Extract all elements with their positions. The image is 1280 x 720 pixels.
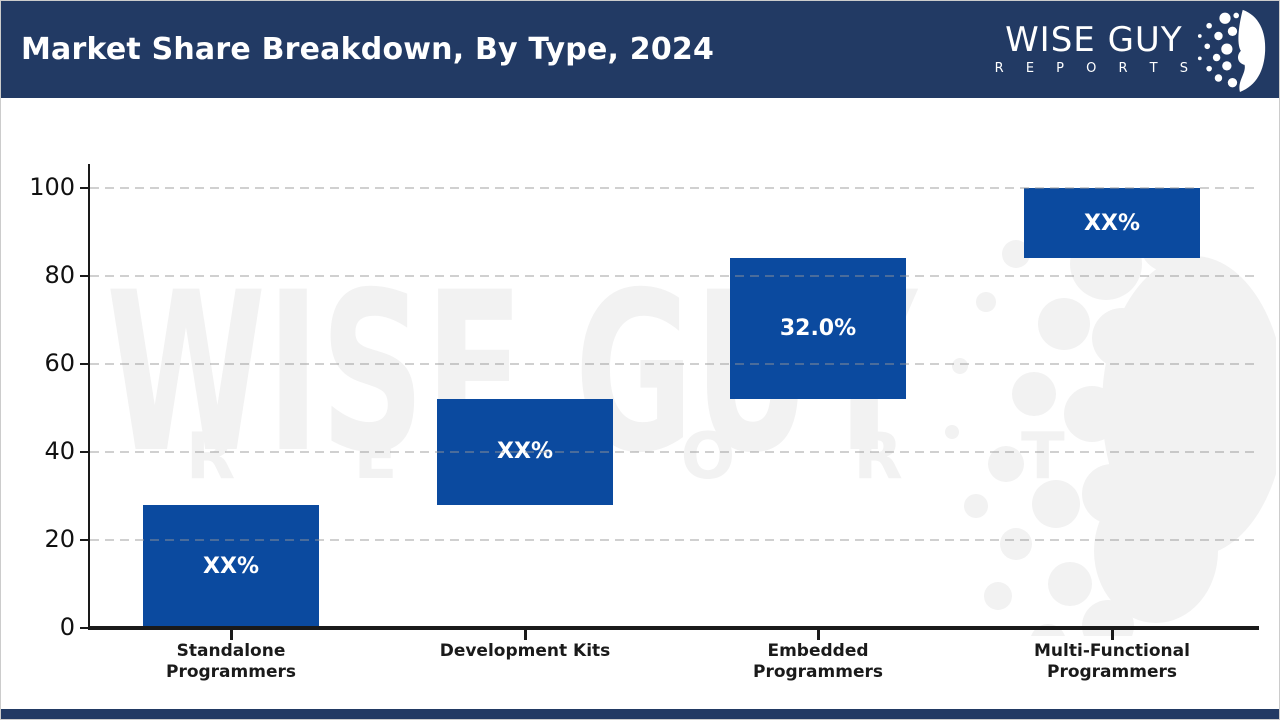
y-tick-mark <box>80 539 89 541</box>
x-axis-line <box>88 626 1259 630</box>
wise-guy-logo: WISE GUY R E P O R T S <box>991 7 1279 93</box>
logo-reports-label: R E P O R T S <box>994 61 1197 76</box>
page-title: Market Share Breakdown, By Type, 2024 <box>21 32 715 67</box>
bar-segment: 32.0% <box>730 258 906 400</box>
gridline <box>90 451 1259 453</box>
bar-segment: XX% <box>1024 188 1200 259</box>
x-category-label: Standalone Programmers <box>106 641 356 683</box>
y-tick-mark <box>80 275 89 277</box>
x-category-label-line: Embedded <box>767 641 869 661</box>
y-tick-label: 60 <box>44 349 75 377</box>
y-axis-spine <box>88 164 90 628</box>
bar-segment: XX% <box>437 399 613 505</box>
gridline <box>90 187 1259 189</box>
y-tick-label: 100 <box>29 173 75 201</box>
logo-wiseguy-label: WISE GUY <box>1005 20 1183 60</box>
gridline <box>90 539 1259 541</box>
bar-value-label: XX% <box>1084 210 1140 236</box>
y-tick-mark <box>80 187 89 189</box>
x-category-label-line: Programmers <box>752 662 883 682</box>
y-tick-label: 80 <box>44 261 75 289</box>
bar-value-label: XX% <box>203 553 259 579</box>
gridline <box>90 363 1259 365</box>
bar-value-label: XX% <box>497 439 553 465</box>
x-tick-mark <box>230 630 233 640</box>
y-tick-mark <box>80 451 89 453</box>
y-tick-label: 20 <box>44 525 75 553</box>
x-tick-mark <box>1111 630 1114 640</box>
bar-value-label: 32.0% <box>779 316 857 342</box>
x-tick-mark <box>524 630 527 640</box>
x-category-label-line: Programmers <box>165 662 296 682</box>
x-category-label: Embedded Programmers <box>693 641 943 683</box>
y-tick-label: 40 <box>44 437 75 465</box>
header-bar: Market Share Breakdown, By Type, 2024 WI… <box>1 1 1279 98</box>
footer-bar <box>1 709 1279 719</box>
gridline <box>90 275 1259 277</box>
x-category-label-line: Development Kits <box>439 641 611 661</box>
bar-segment: XX% <box>143 504 319 628</box>
x-category-label-line: Standalone <box>176 641 286 661</box>
x-tick-mark <box>817 630 820 640</box>
logo-face-icon <box>1197 9 1266 92</box>
x-category-label: Development Kits <box>400 641 650 662</box>
x-category-label: Multi-Functional Programmers <box>987 641 1237 683</box>
logo-text: WISE GUY R E P O R T S <box>991 23 1197 76</box>
y-tick-mark <box>80 363 89 365</box>
x-category-label-line: Programmers <box>1046 662 1177 682</box>
y-tick-label: 0 <box>59 613 75 641</box>
x-category-label-line: Multi-Functional <box>1034 641 1190 661</box>
y-tick-mark <box>80 627 89 629</box>
